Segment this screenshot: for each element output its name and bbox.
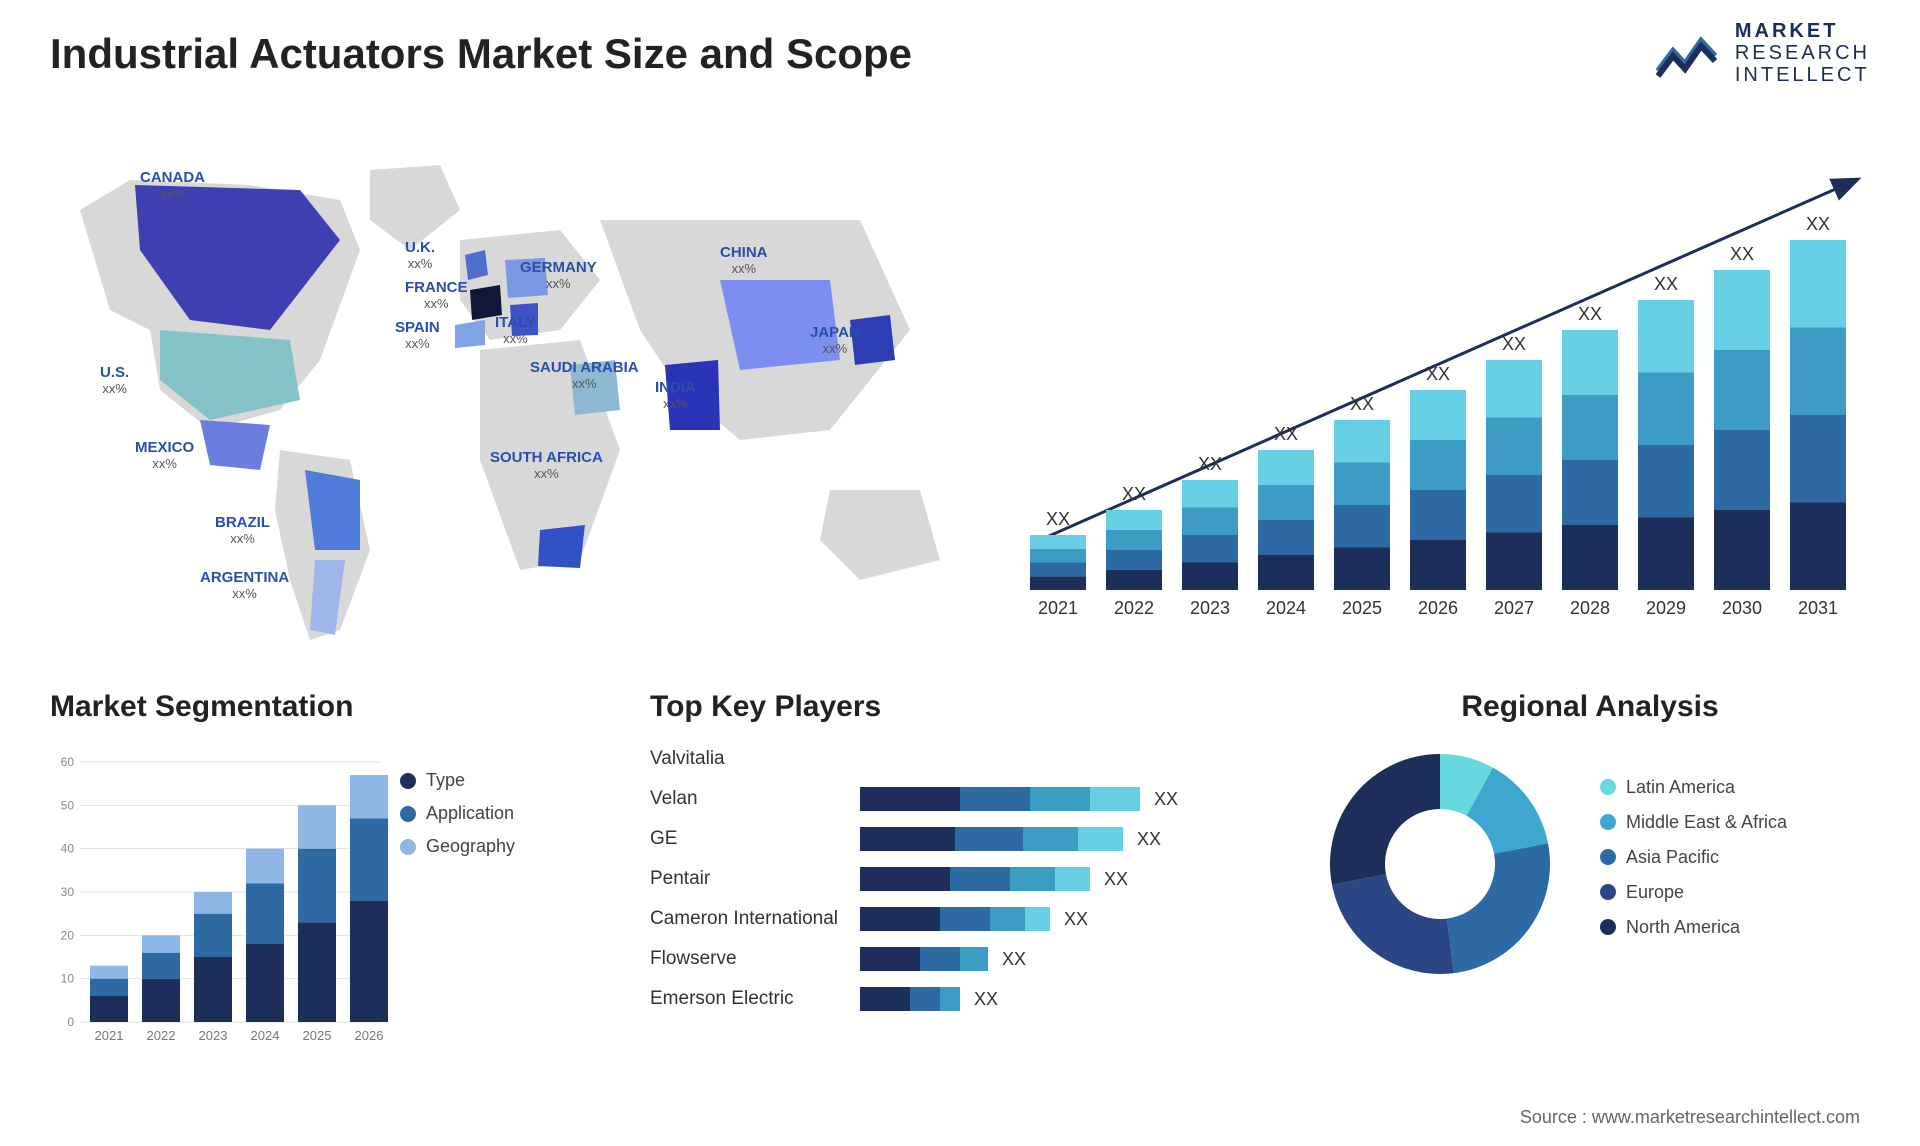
svg-text:2029: 2029 xyxy=(1646,598,1686,618)
svg-text:XX: XX xyxy=(1578,304,1602,324)
region-legend-asia-pacific: Asia Pacific xyxy=(1600,847,1787,868)
map-label-china: CHINAxx% xyxy=(720,245,768,276)
svg-text:50: 50 xyxy=(61,798,75,812)
svg-text:2030: 2030 xyxy=(1722,598,1762,618)
logo-line3: INTELLECT xyxy=(1735,64,1870,86)
svg-text:60: 60 xyxy=(61,755,75,769)
map-label-u-k-: U.K.xx% xyxy=(405,240,435,271)
svg-text:30: 30 xyxy=(61,885,75,899)
player-row-velan: VelanXX xyxy=(650,779,1250,819)
map-label-spain: SPAINxx% xyxy=(395,320,440,351)
svg-text:2026: 2026 xyxy=(355,1028,384,1043)
svg-text:XX: XX xyxy=(1046,509,1070,529)
map-label-south-africa: SOUTH AFRICAxx% xyxy=(490,450,603,481)
map-label-saudi-arabia: SAUDI ARABIAxx% xyxy=(530,360,639,391)
map-label-india: INDIAxx% xyxy=(655,380,696,411)
regional-donut-chart xyxy=(1310,734,1570,994)
page-title: Industrial Actuators Market Size and Sco… xyxy=(50,30,912,78)
source-text: Source : www.marketresearchintellect.com xyxy=(1520,1107,1860,1128)
svg-text:XX: XX xyxy=(1274,424,1298,444)
regional-title: Regional Analysis xyxy=(1310,690,1870,724)
player-row-pentair: PentairXX xyxy=(650,859,1250,899)
map-label-japan: JAPANxx% xyxy=(810,325,860,356)
svg-text:20: 20 xyxy=(61,928,75,942)
logo-line2: RESEARCH xyxy=(1735,42,1870,64)
map-label-italy: ITALYxx% xyxy=(495,315,536,346)
segmentation-legend: Type Application Geography xyxy=(400,770,515,869)
svg-text:2028: 2028 xyxy=(1570,598,1610,618)
player-row-emerson-electric: Emerson ElectricXX xyxy=(650,979,1250,1019)
svg-text:2022: 2022 xyxy=(1114,598,1154,618)
region-legend-middle-east-africa: Middle East & Africa xyxy=(1600,812,1787,833)
svg-text:XX: XX xyxy=(1502,334,1526,354)
players-section: Top Key Players ValvitaliaVelanXXGEXXPen… xyxy=(650,690,1250,1019)
svg-text:XX: XX xyxy=(1654,274,1678,294)
svg-text:XX: XX xyxy=(1730,244,1754,264)
world-map: CANADAxx% U.S.xx% MEXICOxx% BRAZILxx% ARGENT… xyxy=(40,130,960,650)
svg-text:2025: 2025 xyxy=(303,1028,332,1043)
svg-text:XX: XX xyxy=(1806,214,1830,234)
svg-text:2024: 2024 xyxy=(1266,598,1306,618)
player-row-flowserve: FlowserveXX xyxy=(650,939,1250,979)
brand-logo: MARKET RESEARCH INTELLECT xyxy=(1653,20,1870,86)
map-label-brazil: BRAZILxx% xyxy=(215,515,270,546)
segmentation-section: Market Segmentation 0 10 20 30 40 50 60 2021 202… xyxy=(50,690,610,1062)
region-legend-europe: Europe xyxy=(1600,882,1787,903)
player-row-valvitalia: Valvitalia xyxy=(650,739,1250,779)
svg-text:XX: XX xyxy=(1122,484,1146,504)
segmentation-title: Market Segmentation xyxy=(50,690,610,724)
logo-line1: MARKET xyxy=(1735,20,1870,42)
map-label-germany: GERMANYxx% xyxy=(520,260,597,291)
svg-text:0: 0 xyxy=(67,1015,74,1029)
map-label-u-s-: U.S.xx% xyxy=(100,365,129,396)
svg-text:XX: XX xyxy=(1426,364,1450,384)
svg-text:2025: 2025 xyxy=(1342,598,1382,618)
svg-text:2024: 2024 xyxy=(251,1028,280,1043)
map-label-mexico: MEXICOxx% xyxy=(135,440,194,471)
svg-text:XX: XX xyxy=(1198,454,1222,474)
svg-text:2023: 2023 xyxy=(1190,598,1230,618)
forecast-bar-chart: XX 2021 XX 2022 XX 2023 XX 2024 XX 2025 XX 2026 XX 20… xyxy=(1020,150,1870,640)
logo-mark-icon xyxy=(1653,26,1723,81)
regional-legend: Latin America Middle East & Africa Asia Pa… xyxy=(1600,777,1787,952)
svg-text:2027: 2027 xyxy=(1494,598,1534,618)
seg-legend-type: Type xyxy=(400,770,515,791)
svg-text:2026: 2026 xyxy=(1418,598,1458,618)
svg-text:2022: 2022 xyxy=(147,1028,176,1043)
svg-text:XX: XX xyxy=(1350,394,1374,414)
svg-text:40: 40 xyxy=(61,842,75,856)
players-title: Top Key Players xyxy=(650,690,1250,724)
map-label-canada: CANADAxx% xyxy=(140,170,205,201)
seg-legend-application: Application xyxy=(400,803,515,824)
svg-text:10: 10 xyxy=(61,972,75,986)
svg-text:2031: 2031 xyxy=(1798,598,1838,618)
player-row-cameron-international: Cameron InternationalXX xyxy=(650,899,1250,939)
region-legend-north-america: North America xyxy=(1600,917,1787,938)
region-legend-latin-america: Latin America xyxy=(1600,777,1787,798)
player-row-ge: GEXX xyxy=(650,819,1250,859)
map-label-argentina: ARGENTINAxx% xyxy=(200,570,289,601)
svg-text:2023: 2023 xyxy=(199,1028,228,1043)
svg-text:2021: 2021 xyxy=(1038,598,1078,618)
svg-text:2021: 2021 xyxy=(95,1028,124,1043)
regional-section: Regional Analysis Latin America Middle Ea… xyxy=(1310,690,1870,994)
seg-legend-geography: Geography xyxy=(400,836,515,857)
map-label-france: FRANCExx% xyxy=(405,280,468,311)
